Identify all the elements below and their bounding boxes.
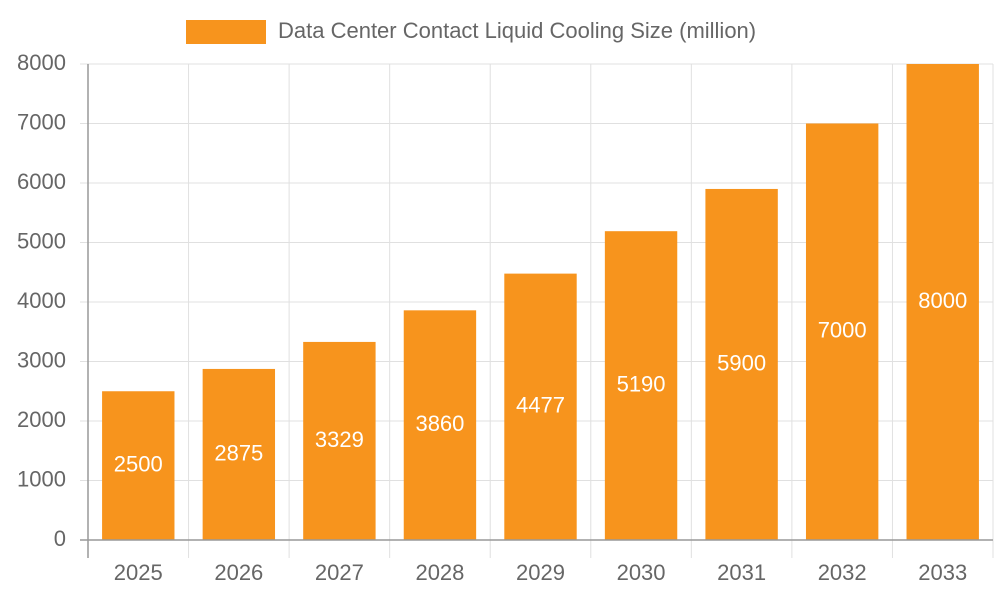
bar (604, 231, 678, 540)
x-tick-label: 2033 (918, 560, 967, 585)
bar (202, 368, 276, 540)
bar (303, 341, 376, 540)
x-tick-label: 2031 (717, 560, 766, 585)
bar (403, 310, 477, 540)
x-tick-label: 2028 (415, 560, 464, 585)
value-label: 3860 (415, 411, 464, 436)
bar (906, 64, 979, 540)
value-label: 5190 (617, 371, 666, 396)
y-tick-label: 6000 (17, 169, 66, 194)
y-tick-label: 2000 (17, 407, 66, 432)
bar (705, 188, 778, 540)
y-tick-label: 8000 (17, 50, 66, 75)
y-tick-label: 7000 (17, 109, 66, 134)
x-tick-label: 2025 (114, 560, 163, 585)
legend-label: Data Center Contact Liquid Cooling Size … (278, 18, 756, 43)
value-label: 3329 (315, 427, 364, 452)
bar (805, 123, 879, 540)
value-label: 4477 (516, 393, 565, 418)
x-tick-label: 2027 (315, 560, 364, 585)
y-tick-label: 5000 (17, 228, 66, 253)
x-tick-label: 2032 (818, 560, 867, 585)
y-tick-label: 0 (54, 526, 66, 551)
y-tick-label: 4000 (17, 288, 66, 313)
value-label: 2875 (214, 440, 263, 465)
value-label: 8000 (918, 288, 967, 313)
value-label: 7000 (818, 318, 867, 343)
x-tick-label: 2026 (214, 560, 263, 585)
bar (102, 391, 175, 540)
x-tick-label: 2029 (516, 560, 565, 585)
bar (504, 273, 577, 540)
value-label: 5900 (717, 350, 766, 375)
y-tick-label: 1000 (17, 466, 66, 491)
x-tick-label: 2030 (617, 560, 666, 585)
legend-swatch (186, 20, 266, 44)
value-label: 2500 (114, 451, 163, 476)
y-tick-label: 3000 (17, 347, 66, 372)
